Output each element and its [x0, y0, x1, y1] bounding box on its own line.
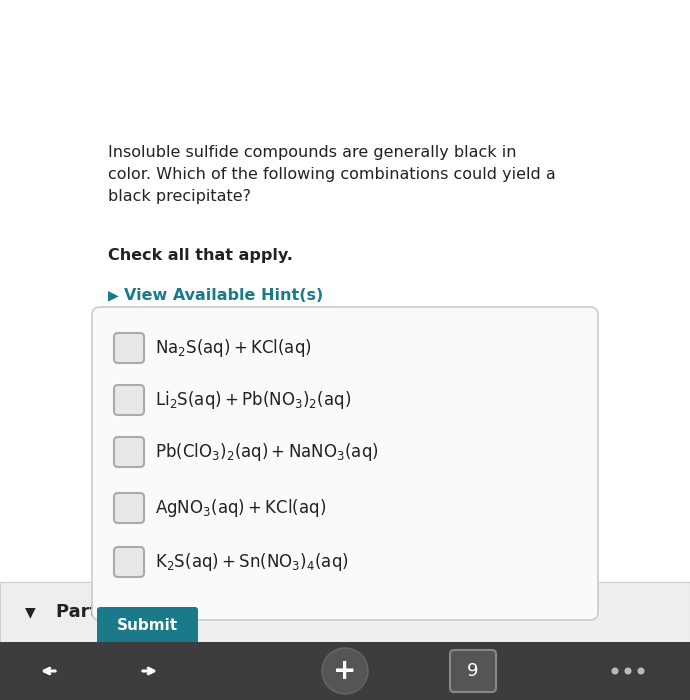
- Text: Submit: Submit: [117, 619, 177, 634]
- Text: ▼: ▼: [25, 605, 35, 619]
- FancyBboxPatch shape: [0, 0, 690, 582]
- FancyBboxPatch shape: [114, 333, 144, 363]
- Text: View Available Hint(s): View Available Hint(s): [124, 288, 323, 303]
- Text: Part B: Part B: [56, 603, 118, 621]
- FancyBboxPatch shape: [450, 650, 496, 692]
- FancyBboxPatch shape: [0, 642, 690, 700]
- Text: +: +: [333, 657, 357, 685]
- FancyBboxPatch shape: [114, 493, 144, 523]
- Text: $\mathrm{AgNO_3(aq) + KCl(aq)}$: $\mathrm{AgNO_3(aq) + KCl(aq)}$: [155, 497, 326, 519]
- Text: $\mathrm{K_2S(aq) + Sn(NO_3)_4(aq)}$: $\mathrm{K_2S(aq) + Sn(NO_3)_4(aq)}$: [155, 551, 348, 573]
- Circle shape: [624, 668, 631, 675]
- FancyBboxPatch shape: [97, 607, 198, 645]
- Circle shape: [638, 668, 644, 675]
- FancyBboxPatch shape: [114, 437, 144, 467]
- FancyBboxPatch shape: [114, 385, 144, 415]
- Text: color. Which of the following combinations could yield a: color. Which of the following combinatio…: [108, 167, 555, 182]
- FancyBboxPatch shape: [0, 582, 690, 642]
- Text: $\mathrm{Na_2S(aq) + KCl(aq)}$: $\mathrm{Na_2S(aq) + KCl(aq)}$: [155, 337, 312, 359]
- Text: Insoluble sulfide compounds are generally black in: Insoluble sulfide compounds are generall…: [108, 145, 517, 160]
- Text: 9: 9: [467, 662, 479, 680]
- Text: Check all that apply.: Check all that apply.: [108, 248, 293, 263]
- Circle shape: [611, 668, 618, 675]
- Text: $\mathrm{Pb(ClO_3)_2(aq) + NaNO_3(aq)}$: $\mathrm{Pb(ClO_3)_2(aq) + NaNO_3(aq)}$: [155, 441, 379, 463]
- Ellipse shape: [322, 648, 368, 694]
- Text: black precipitate?: black precipitate?: [108, 189, 251, 204]
- Text: $\mathrm{Li_2S(aq) + Pb(NO_3)_2(aq)}$: $\mathrm{Li_2S(aq) + Pb(NO_3)_2(aq)}$: [155, 389, 351, 411]
- FancyBboxPatch shape: [114, 547, 144, 577]
- Text: ▶: ▶: [108, 288, 119, 302]
- FancyBboxPatch shape: [92, 307, 598, 620]
